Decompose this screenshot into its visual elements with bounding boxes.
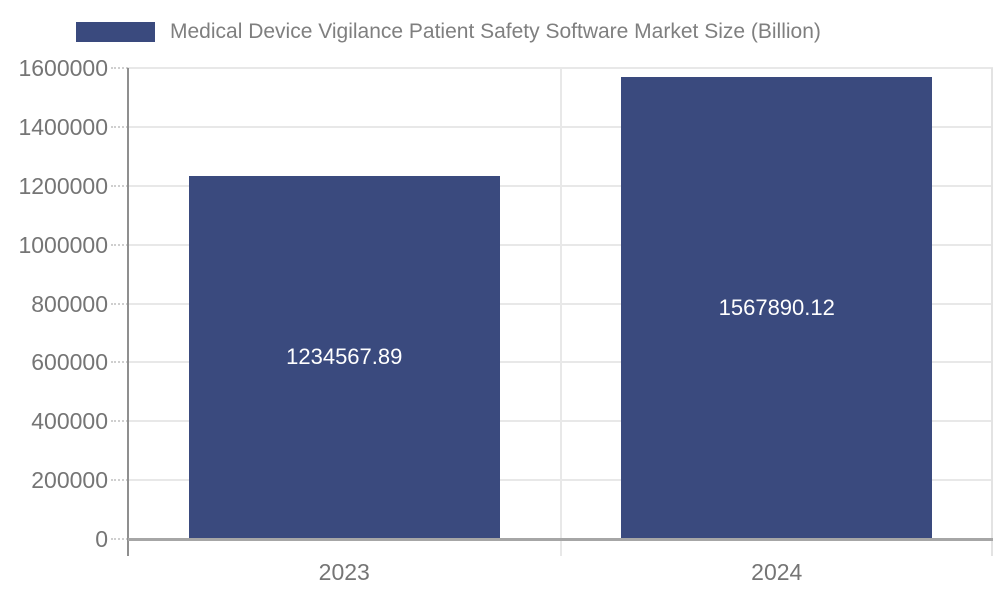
y-tick: [111, 125, 128, 128]
legend-item[interactable]: Medical Device Vigilance Patient Safety …: [76, 18, 821, 46]
chart-title: Medical Device Vigilance Patient Safety …: [170, 20, 821, 43]
y-tick: [111, 361, 128, 364]
y-tick: [111, 67, 128, 69]
bar-value-label: 1234567.89: [286, 344, 403, 370]
y-tick-label: 200000: [31, 467, 108, 494]
y-tick: [111, 243, 128, 246]
y-tick: [111, 538, 128, 540]
category-divider-gridline: [559, 68, 562, 556]
y-tick-label: 400000: [31, 408, 108, 435]
plot-right-border: [991, 68, 993, 556]
bar-2023: 1234567.89: [188, 175, 500, 539]
y-tick-label: 1000000: [18, 231, 108, 258]
x-axis-line: [128, 538, 993, 541]
y-tick: [111, 420, 128, 423]
bar-value-label: 1567890.12: [718, 295, 835, 321]
bar-2024: 1567890.12: [621, 77, 933, 539]
x-tick-label: 2024: [751, 559, 803, 585]
y-tick-label: 1200000: [18, 172, 108, 199]
y-tick-label: 600000: [31, 349, 108, 376]
y-tick: [111, 479, 128, 482]
y-axis-line: [127, 68, 129, 556]
legend-swatch: [76, 22, 155, 42]
x-tick-label: 2023: [318, 559, 370, 585]
y-tick-label: 0: [95, 526, 108, 552]
y-tick-label: 1400000: [18, 113, 108, 140]
y-tick-label: 800000: [31, 290, 108, 317]
y-tick-label: 1600000: [18, 55, 108, 81]
y-tick: [111, 184, 128, 187]
plot-area: 0 200000 400000 600000 800000 1000000 1200000 1…: [18, 55, 993, 585]
y-tick: [111, 302, 128, 305]
